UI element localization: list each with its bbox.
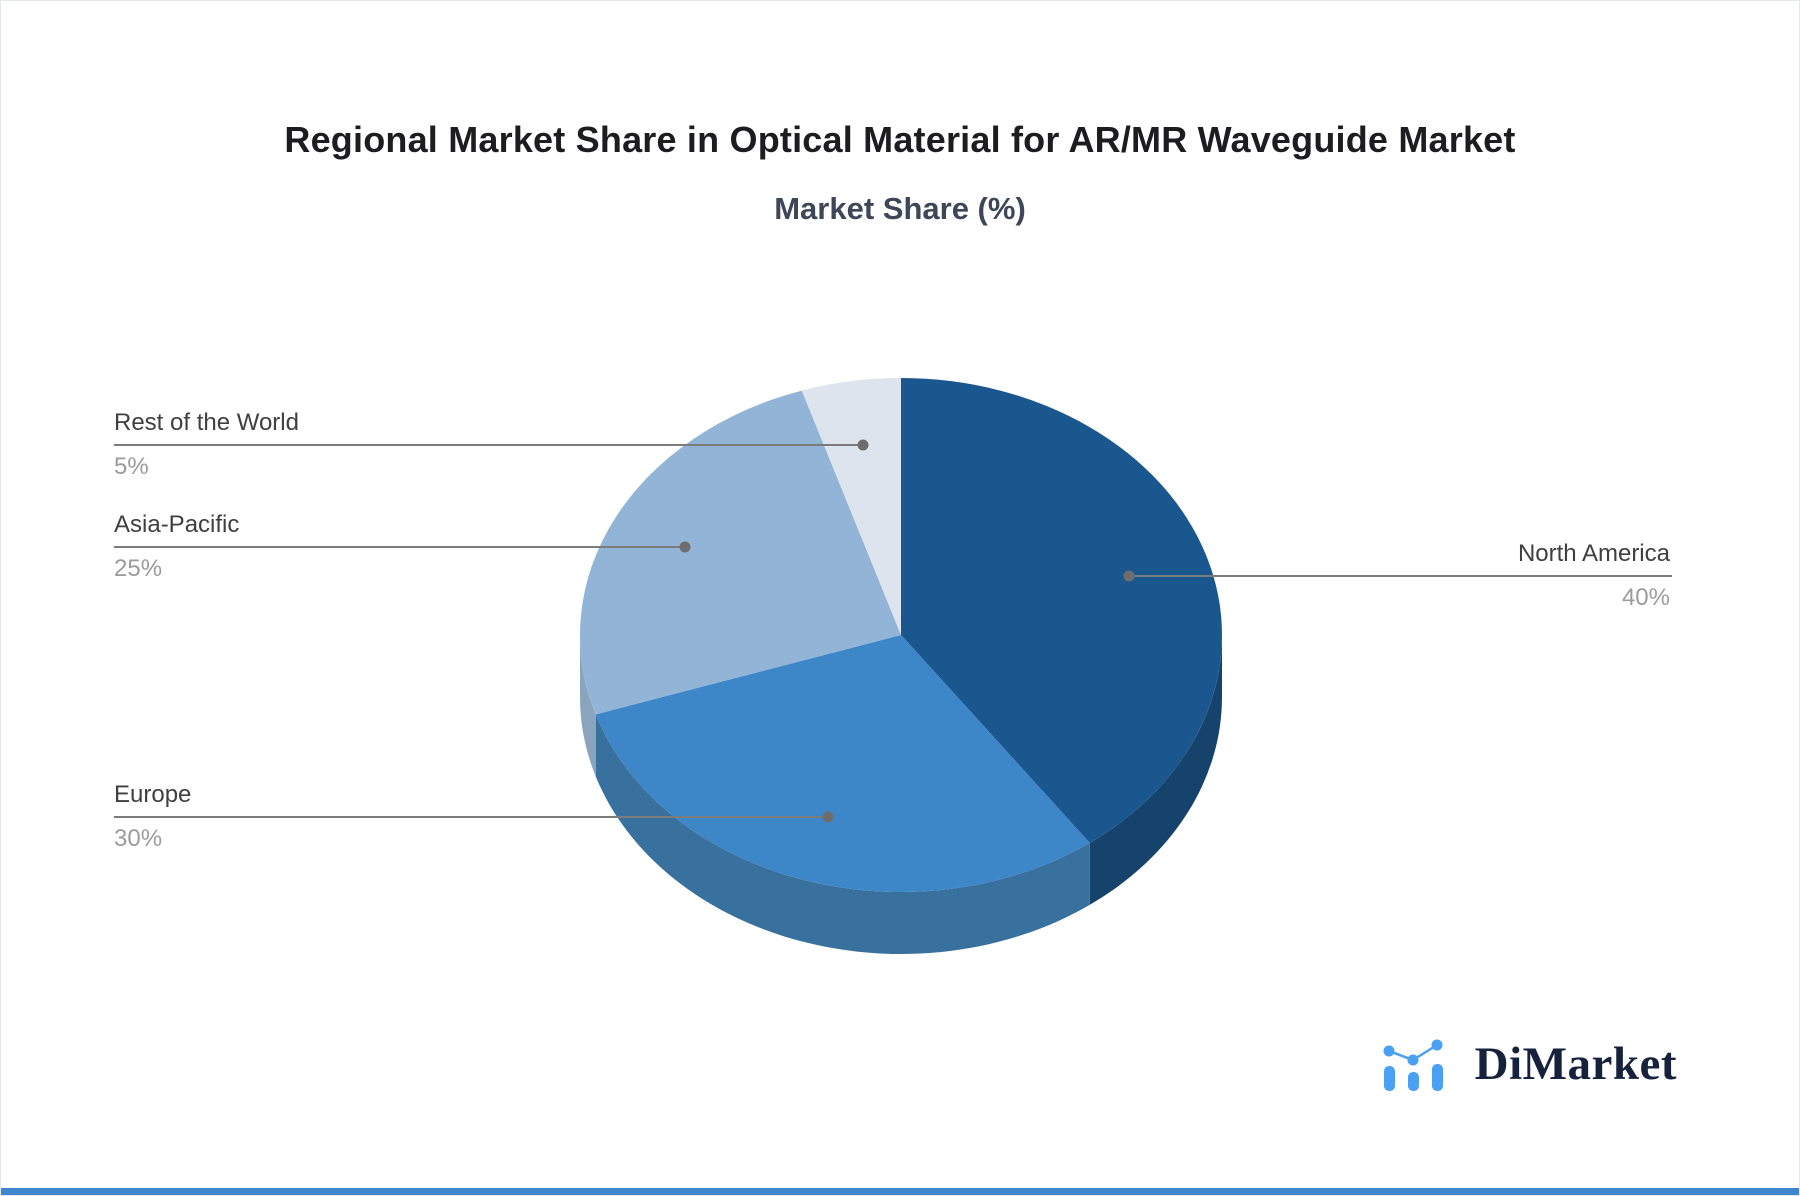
pie-slice-north-america bbox=[901, 378, 1222, 843]
brand-logo: DiMarket bbox=[1383, 1037, 1677, 1091]
callout-value: 30% bbox=[114, 825, 163, 852]
callout-dot-asia-pacific bbox=[679, 541, 691, 553]
pie-slice-rest-of-the-world bbox=[801, 378, 901, 635]
callout-dot-europe bbox=[822, 811, 834, 823]
pie-side-asia-pacific bbox=[580, 635, 596, 777]
callout-label: North America bbox=[1517, 540, 1670, 567]
callout-value: 5% bbox=[114, 453, 149, 480]
brand-logo-text: DiMarket bbox=[1474, 1038, 1677, 1090]
chart-title: Regional Market Share in Optical Materia… bbox=[284, 119, 1516, 160]
chart-subtitle: Market Share (%) bbox=[774, 191, 1026, 226]
dimarket-logo-icon bbox=[1383, 1039, 1443, 1091]
pie-slice-asia-pacific bbox=[580, 390, 901, 715]
callout-north-america: North America 40% bbox=[1518, 540, 1670, 612]
callout-europe: Europe 30% bbox=[114, 781, 191, 853]
pie-side-north-america bbox=[1089, 635, 1222, 905]
callout-value: 25% bbox=[114, 555, 163, 582]
callout-dot-rest-of-the-world bbox=[857, 439, 869, 451]
callout-label: Europe bbox=[114, 781, 192, 808]
callout-dot-north-america bbox=[1123, 570, 1135, 582]
pie-slice-europe bbox=[595, 635, 1090, 892]
callout-asia-pacific: Asia-Pacific 25% bbox=[114, 511, 239, 583]
callout-value: 40% bbox=[1621, 584, 1670, 611]
pie-side-europe bbox=[595, 714, 1090, 954]
callout-rest-of-the-world: Rest of the World 5% bbox=[114, 409, 299, 481]
callout-label: Rest of the World bbox=[114, 409, 299, 436]
footer-accent-bar bbox=[1, 1188, 1799, 1195]
callout-label: Asia-Pacific bbox=[114, 511, 240, 538]
